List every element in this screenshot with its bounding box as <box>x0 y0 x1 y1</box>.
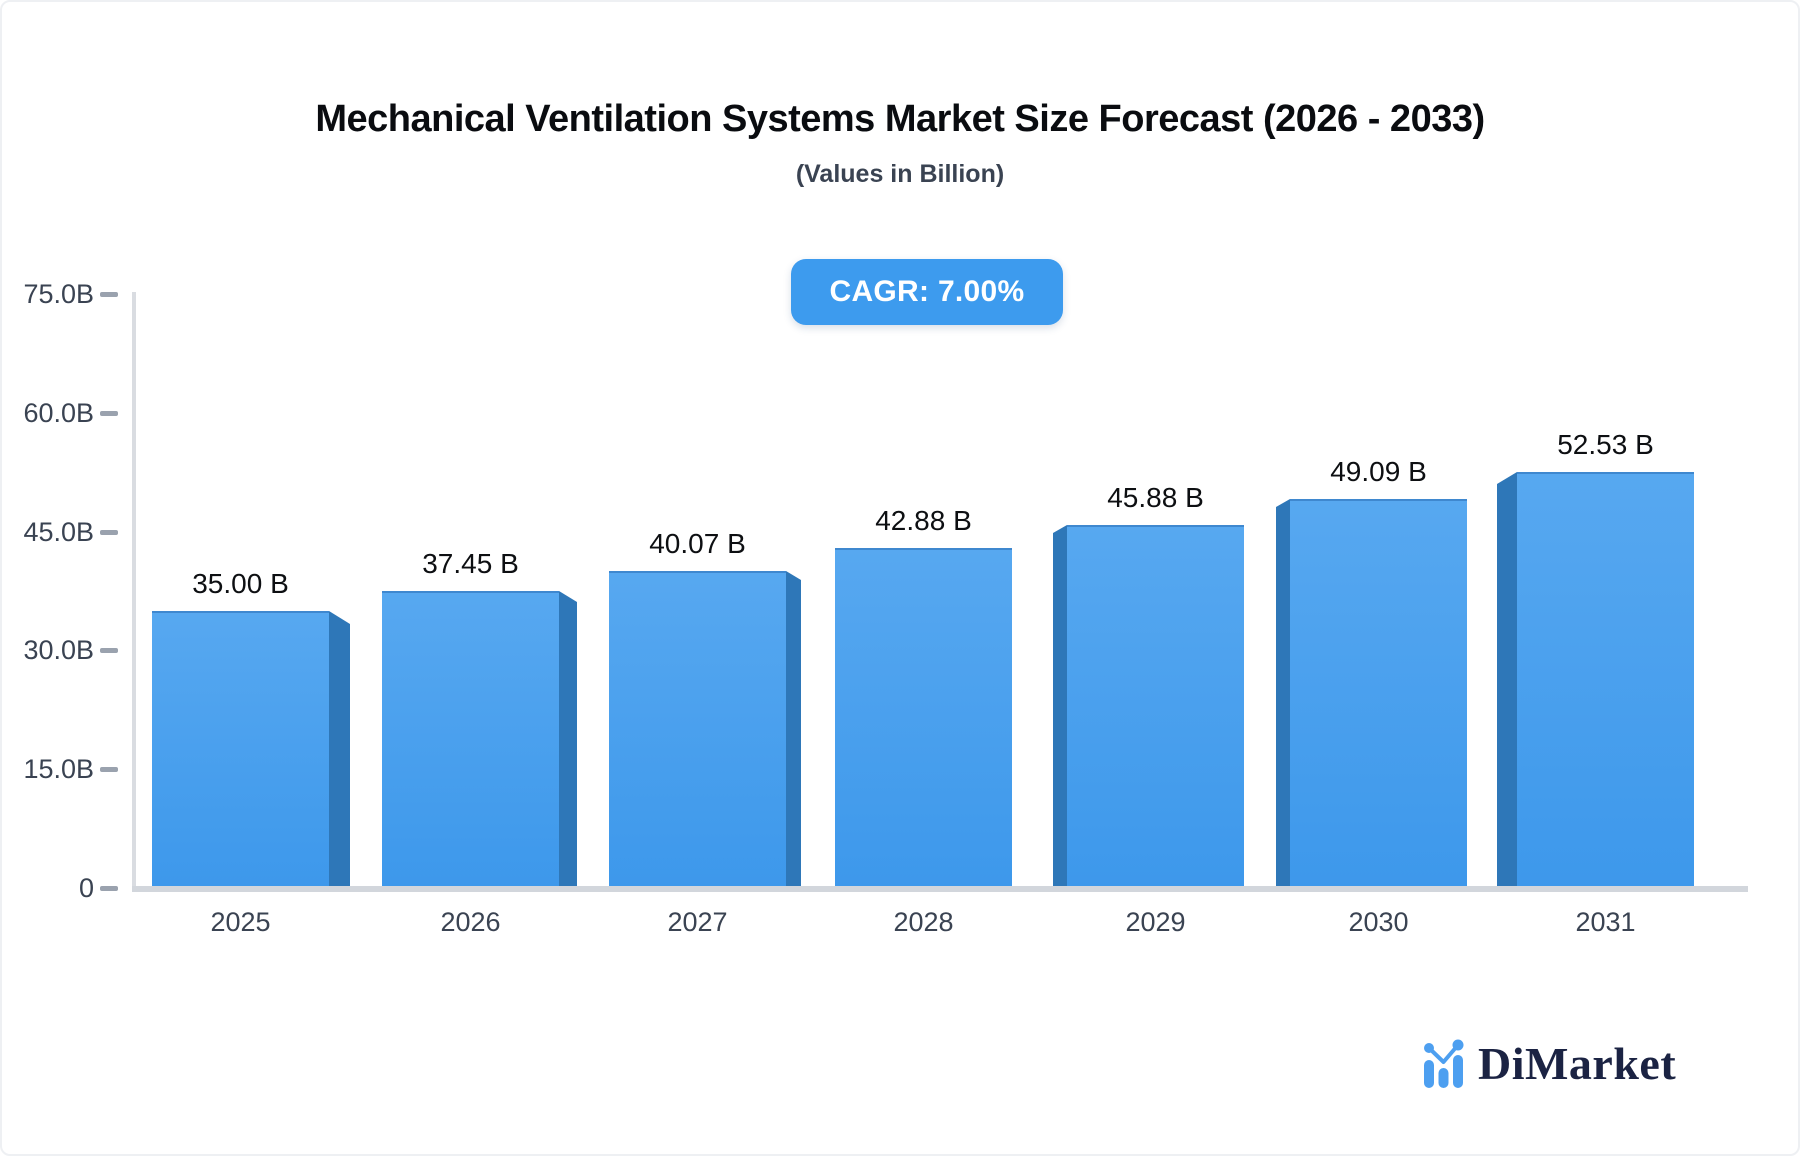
x-axis-label: 2031 <box>1575 907 1636 937</box>
chart-title: Mechanical Ventilation Systems Market Si… <box>315 98 1485 140</box>
bar-value-label: 52.53 B <box>1557 429 1654 460</box>
bar-2029 <box>1053 525 1244 888</box>
y-tick-mark <box>100 530 118 535</box>
y-tick-label: 45.0B <box>23 517 94 547</box>
bar-side-3d <box>1053 525 1067 888</box>
y-tick-label: 15.0B <box>23 754 94 784</box>
y-tick-mark <box>100 767 118 772</box>
bar-value-label: 35.00 B <box>192 568 289 599</box>
y-tick-label: 0 <box>78 873 94 903</box>
cagr-badge: CAGR: 7.00% <box>791 259 1063 325</box>
bar-value-label: 49.09 B <box>1330 456 1427 487</box>
bar-side-3d <box>329 611 350 888</box>
bar-2025 <box>152 611 350 888</box>
dimarket-logo: DiMarket <box>1422 1038 1676 1090</box>
bar-face <box>1290 499 1467 888</box>
y-tick-mark <box>100 411 118 416</box>
y-tick-label: 60.0B <box>23 398 94 428</box>
bar-side-3d <box>786 571 801 888</box>
bar-value-label: 45.88 B <box>1107 482 1204 513</box>
bar-2031 <box>1497 472 1694 888</box>
bar-value-label: 37.45 B <box>422 548 519 579</box>
bar-face <box>382 591 559 888</box>
bar-face <box>835 548 1012 888</box>
bar-2026 <box>382 591 577 888</box>
y-tick-mark <box>100 886 118 891</box>
dimarket-logo-text: DiMarket <box>1478 1038 1677 1089</box>
y-tick-mark <box>100 292 118 297</box>
cagr-badge-label: CAGR: 7.00% <box>829 275 1025 308</box>
x-axis-label: 2027 <box>667 907 728 937</box>
y-axis-line <box>132 292 136 890</box>
x-axis-label: 2025 <box>210 907 271 937</box>
y-tick-label: 75.0B <box>23 279 94 309</box>
bar-face <box>1517 472 1694 888</box>
x-axis-label: 2029 <box>1125 907 1186 937</box>
bar-face <box>1067 525 1244 888</box>
bar-2030 <box>1276 499 1467 888</box>
y-tick-mark <box>100 648 118 653</box>
bar-side-3d <box>1276 499 1290 888</box>
bar-chart-logo-icon <box>1424 1039 1464 1088</box>
x-axis-label: 2026 <box>440 907 501 937</box>
bar-2027 <box>609 571 801 888</box>
bar-value-label: 40.07 B <box>649 528 746 559</box>
y-tick-label: 30.0B <box>23 635 94 665</box>
bar-2028 <box>835 548 1012 888</box>
bar-value-label: 42.88 B <box>875 505 972 536</box>
bar-side-3d <box>559 591 577 888</box>
bar-face <box>609 571 786 888</box>
x-axis-baseline <box>132 886 1748 892</box>
x-axis-label: 2030 <box>1348 907 1409 937</box>
bar-side-3d <box>1497 472 1517 888</box>
x-axis-label: 2028 <box>893 907 954 937</box>
bar-face <box>152 611 329 888</box>
chart-subtitle: (Values in Billion) <box>795 160 1005 188</box>
